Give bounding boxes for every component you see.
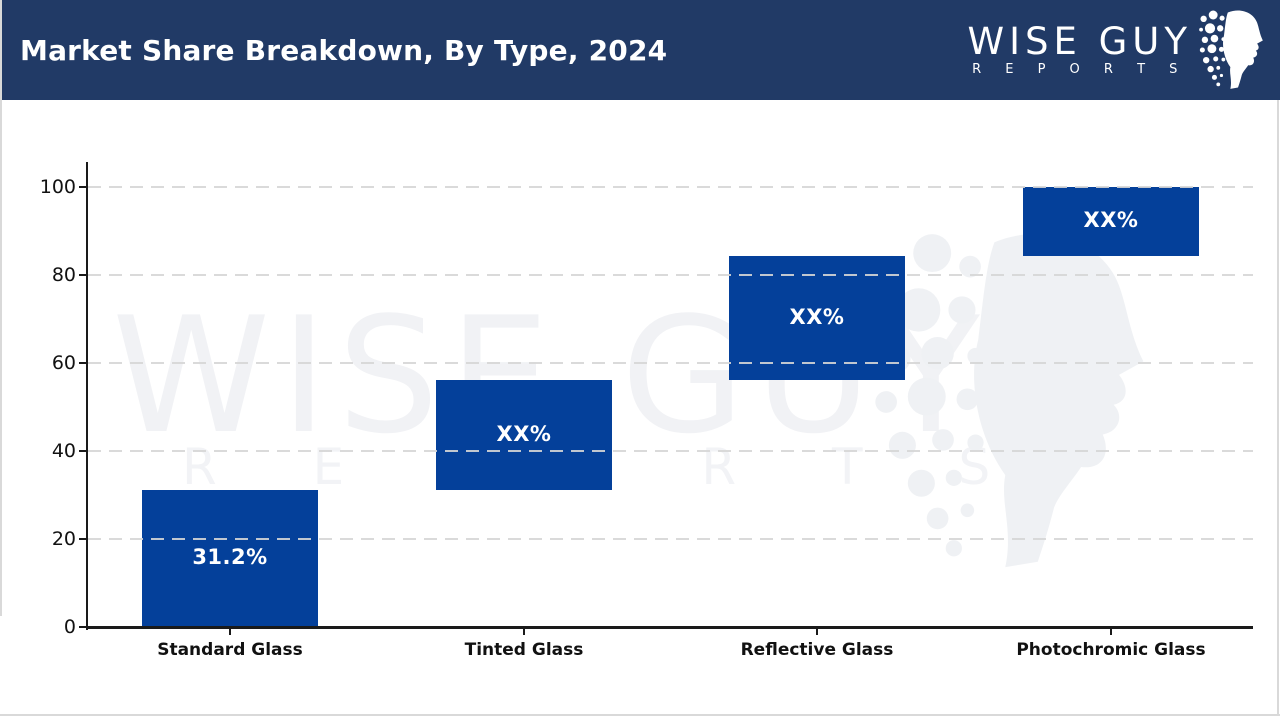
page-title: Market Share Breakdown, By Type, 2024: [20, 33, 668, 67]
frame-border-bottom: [0, 714, 1280, 716]
y-tick-label: 80: [51, 264, 76, 286]
bar-value-label: XX%: [496, 421, 552, 446]
gridline: [88, 362, 1253, 364]
logo-wordmark: WISE GUY: [967, 19, 1192, 63]
y-tick-label: 60: [51, 352, 76, 374]
gridline: [88, 450, 1253, 452]
x-tick-mark: [229, 628, 231, 635]
bar-value-label: XX%: [1083, 208, 1139, 233]
x-tick-mark: [1110, 628, 1112, 635]
category-label: Photochromic Glass: [1016, 640, 1206, 660]
bar: [142, 489, 318, 627]
header-bar: Market Share Breakdown, By Type, 2024 WI…: [0, 0, 1280, 100]
frame-border-left: [0, 0, 2, 616]
y-tick-mark: [79, 362, 88, 364]
wiseguy-logo: WISE GUY R E P O R T S: [968, 6, 1280, 94]
y-tick-mark: [79, 626, 88, 628]
bar: [729, 255, 905, 380]
y-tick-mark: [79, 274, 88, 276]
logo-text: WISE GUY R E P O R T S: [967, 19, 1192, 78]
category-label: Tinted Glass: [464, 640, 584, 660]
x-tick-mark: [523, 628, 525, 635]
gridline: [88, 274, 1253, 276]
gridline: [88, 186, 1253, 188]
category-label: Reflective Glass: [740, 640, 894, 660]
y-tick-label: 0: [63, 616, 76, 638]
y-tick-label: 40: [51, 440, 76, 462]
y-axis-spine: [86, 162, 88, 630]
bar: [1023, 187, 1199, 256]
y-tick-label: 20: [51, 528, 76, 550]
x-tick-mark: [816, 628, 818, 635]
bar-value-label: 31.2%: [192, 545, 268, 570]
y-tick-mark: [79, 450, 88, 452]
gridline: [88, 538, 1253, 540]
y-tick-mark: [79, 538, 88, 540]
logo-subtitle: R E P O R T S: [972, 62, 1188, 78]
bar-value-label: XX%: [789, 304, 845, 329]
y-tick-label: 100: [39, 176, 76, 198]
bar: [436, 379, 612, 490]
y-tick-mark: [79, 186, 88, 188]
frame-border-right: [1277, 100, 1279, 716]
x-axis-spine: [86, 626, 1253, 629]
category-label: Standard Glass: [157, 640, 303, 660]
